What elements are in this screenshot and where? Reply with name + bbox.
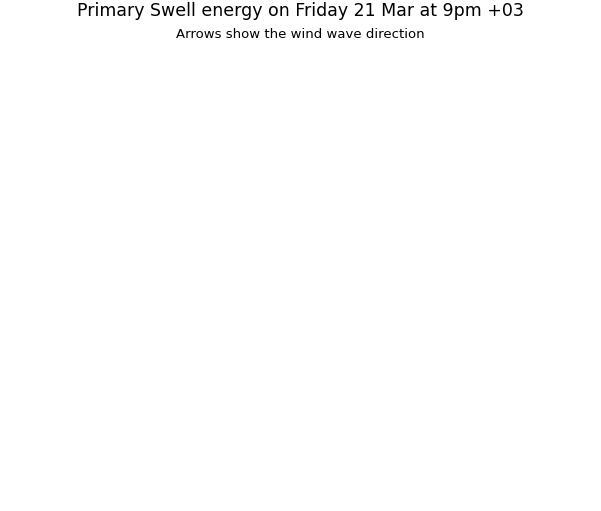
Text: Arrows show the wind wave direction: Arrows show the wind wave direction [176,28,425,41]
Text: Primary Swell energy on Friday 21 Mar at 9pm +03: Primary Swell energy on Friday 21 Mar at… [77,2,524,20]
Text: Map unavailable
(cartopy not installed): Map unavailable (cartopy not installed) [209,258,392,296]
